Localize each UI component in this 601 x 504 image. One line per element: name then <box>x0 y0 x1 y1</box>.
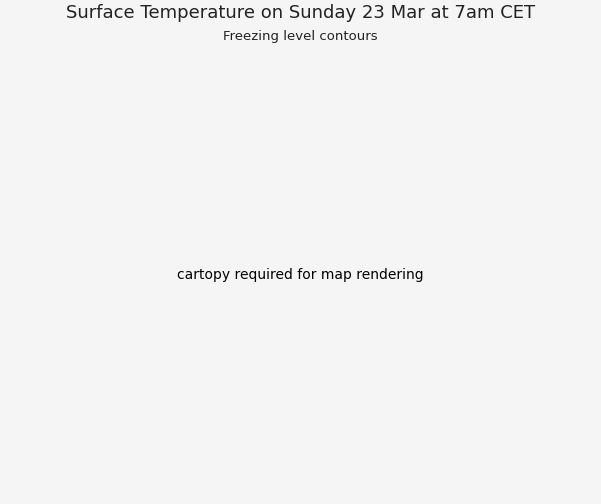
Text: Surface Temperature on Sunday 23 Mar at 7am CET: Surface Temperature on Sunday 23 Mar at … <box>66 4 535 22</box>
Text: Freezing level contours: Freezing level contours <box>223 30 378 43</box>
Text: cartopy required for map rendering: cartopy required for map rendering <box>177 268 424 282</box>
